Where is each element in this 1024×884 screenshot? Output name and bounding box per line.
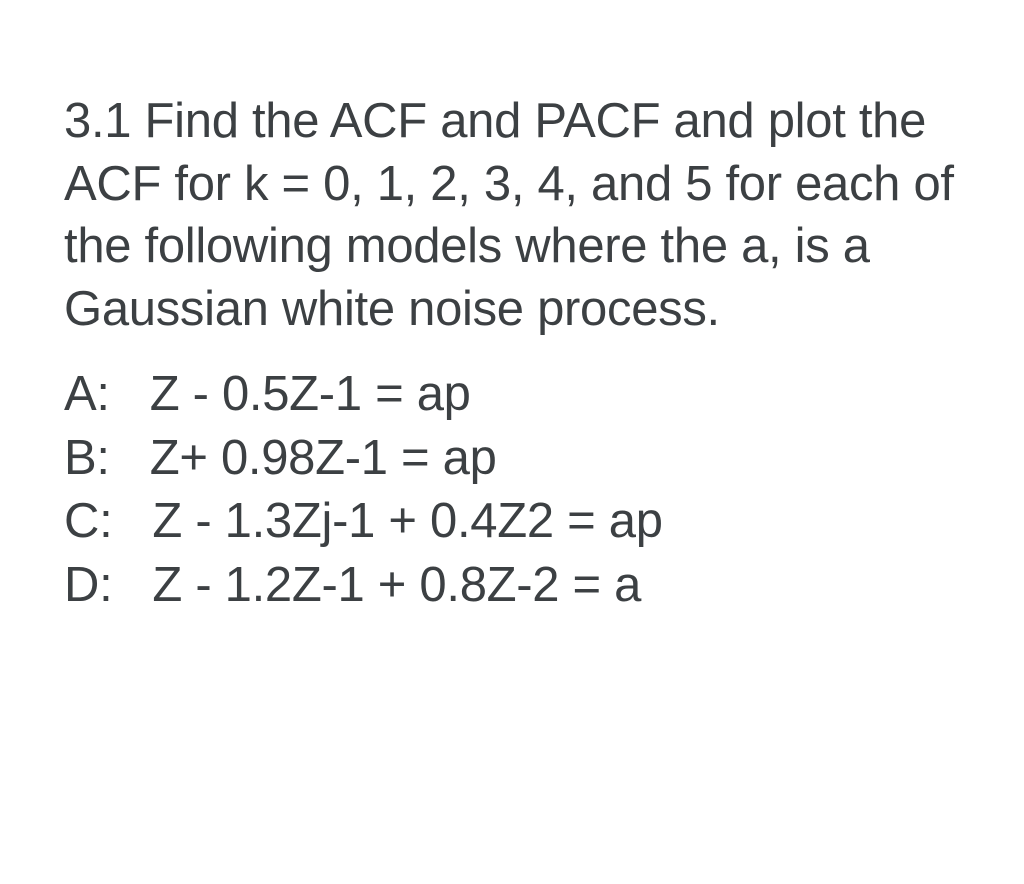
model-a-label: A: [64,367,110,421]
model-c-label: C: [64,494,112,548]
problem-statement: 3.1 Find the ACF and PACF and plot the A… [64,90,984,341]
model-row-b: B: Z+ 0.98Z-1 = ap [64,427,984,491]
model-a-equation: Z - 0.5Z-1 = ap [150,367,471,421]
model-d-equation: Z - 1.2Z-1 + 0.8Z-2 = a [152,558,641,612]
model-c-equation: Z - 1.3Zj-1 + 0.4Z2 = ap [152,494,662,548]
model-b-label: B: [64,431,110,485]
model-row-c: C: Z - 1.3Zj-1 + 0.4Z2 = ap [64,490,984,554]
model-d-label: D: [64,558,112,612]
model-row-d: D: Z - 1.2Z-1 + 0.8Z-2 = a [64,554,984,618]
model-row-a: A: Z - 0.5Z-1 = ap [64,363,984,427]
problem-page: 3.1 Find the ACF and PACF and plot the A… [0,0,1024,658]
model-list: A: Z - 0.5Z-1 = ap B: Z+ 0.98Z-1 = ap C:… [64,363,984,618]
model-b-equation: Z+ 0.98Z-1 = ap [150,431,497,485]
